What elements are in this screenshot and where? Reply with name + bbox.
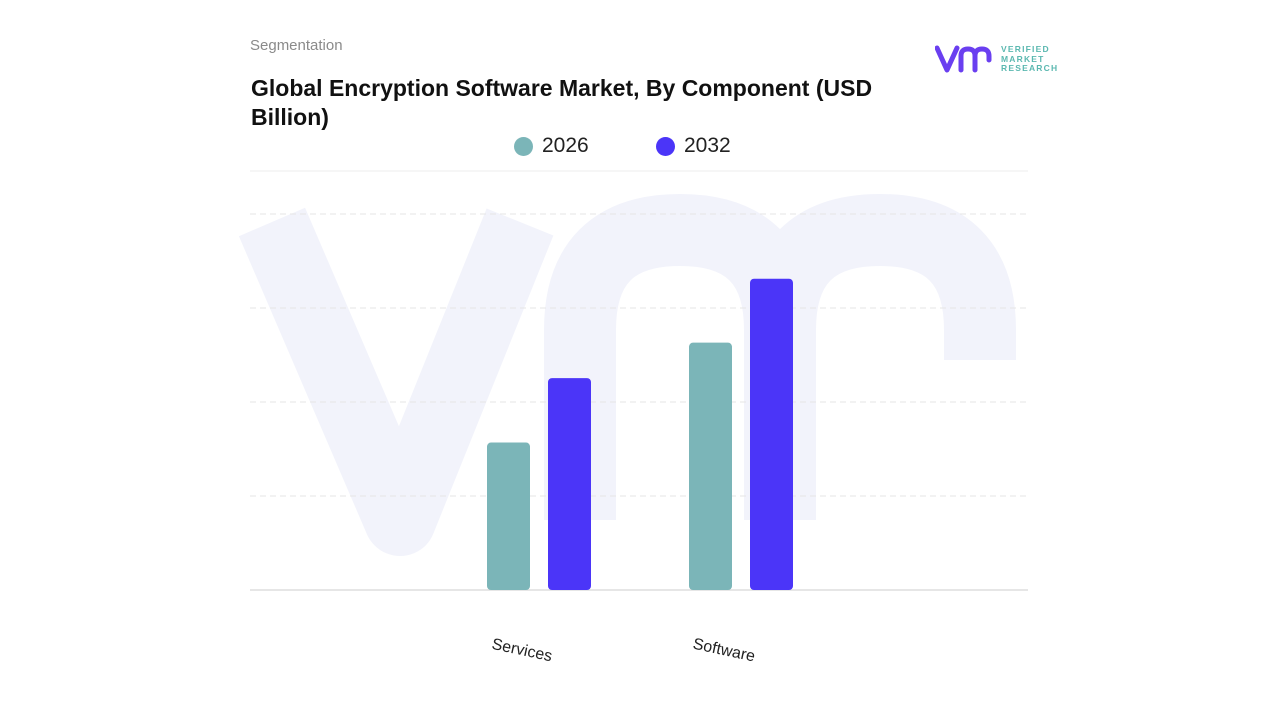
legend-item-2032: 2032 xyxy=(656,134,731,158)
logo-line-1: VERIFIED xyxy=(1001,44,1050,54)
x-tick-labels: Services Software xyxy=(490,636,757,666)
bars xyxy=(487,278,793,590)
section-label: Segmentation xyxy=(250,37,343,54)
legend-label-2026: 2026 xyxy=(542,134,589,157)
grid-lines xyxy=(250,170,1028,591)
logo-text: VERIFIED MARKET RESEARCH xyxy=(1001,44,1059,74)
x-tick-label-services: Services xyxy=(490,636,554,665)
logo-line-3: RESEARCH xyxy=(1001,63,1059,73)
legend-swatch-2026 xyxy=(514,136,533,156)
bar-software-2026 xyxy=(689,342,732,590)
chart-title: Global Encryption Software Market, By Co… xyxy=(251,75,873,130)
x-tick-label-software: Software xyxy=(691,636,756,666)
legend-swatch-2032 xyxy=(656,136,675,156)
watermark-logo xyxy=(238,194,1016,556)
chart-legend: 2026 2032 xyxy=(0,134,1280,164)
bar-services-2026 xyxy=(487,442,530,590)
logo-line-2: MARKET xyxy=(1001,53,1045,64)
legend-item-2026: 2026 xyxy=(514,134,589,158)
legend-label-2032: 2032 xyxy=(684,134,731,157)
vmr-logo-icon xyxy=(934,45,992,73)
brand-logo: VERIFIED MARKET RESEARCH xyxy=(934,44,1065,76)
bar-software-2032 xyxy=(750,278,793,590)
bar-services-2032 xyxy=(548,378,591,590)
